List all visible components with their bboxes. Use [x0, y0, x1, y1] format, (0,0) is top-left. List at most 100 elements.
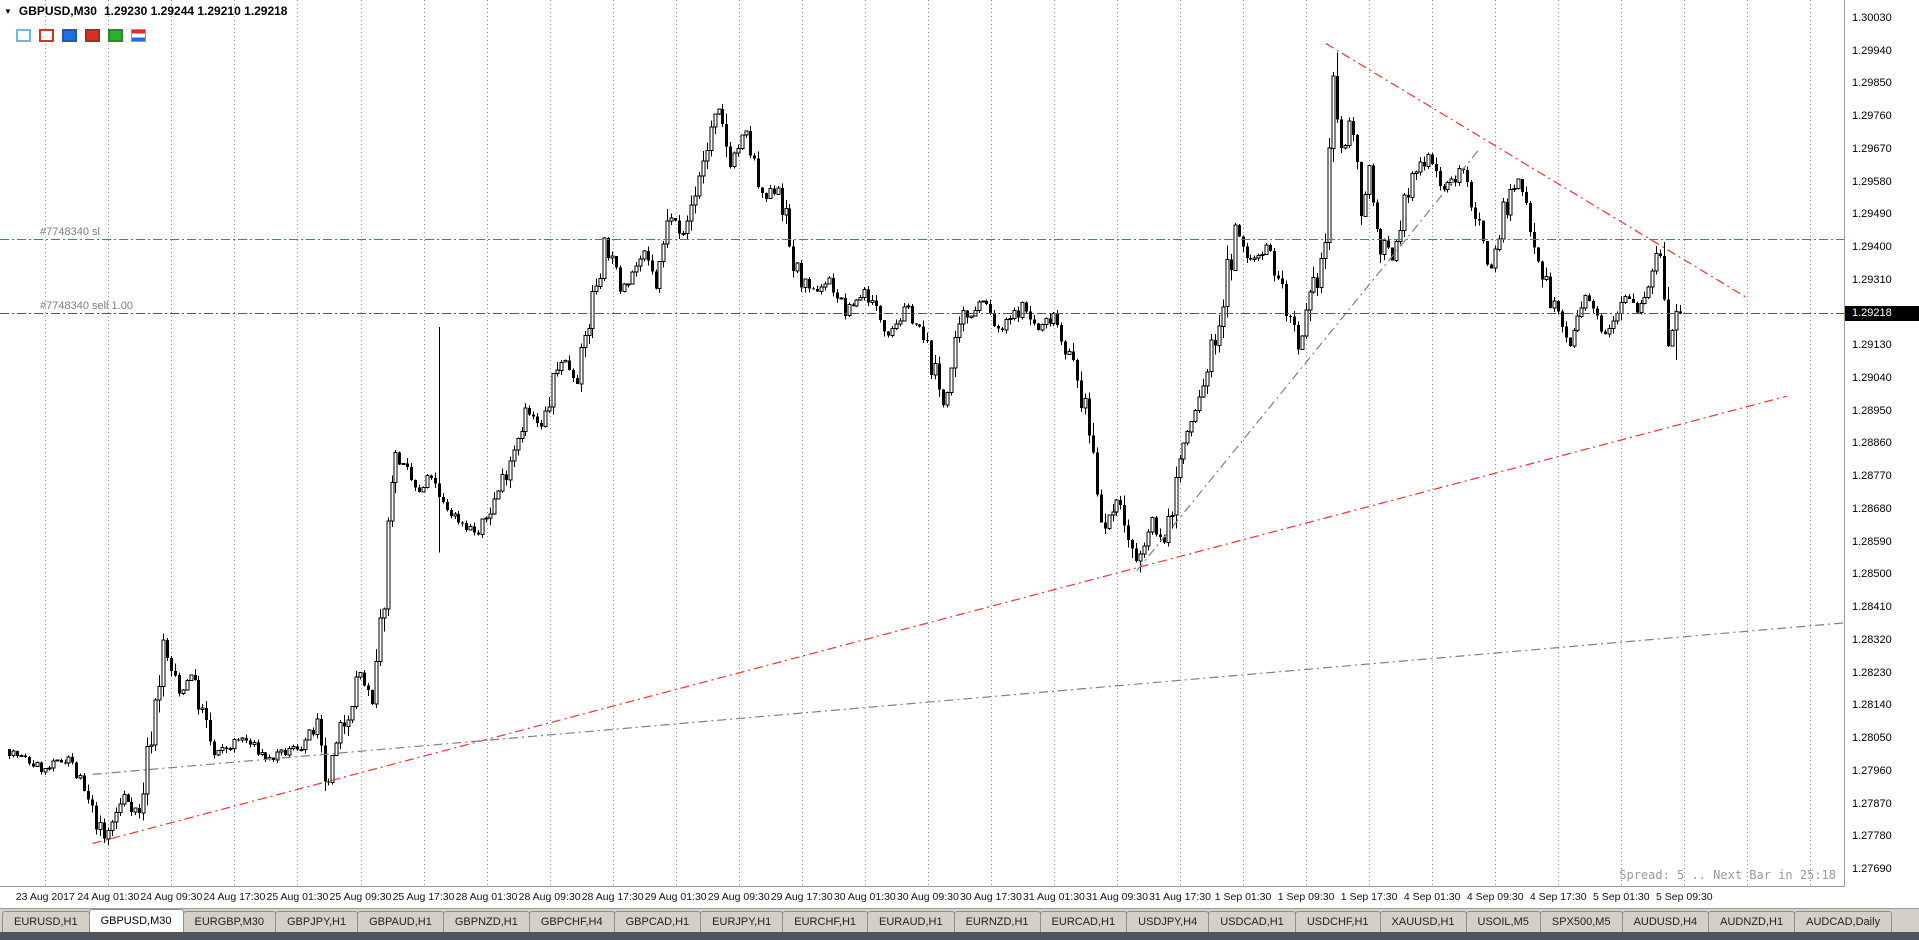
tab-gbpusd-m30[interactable]: GBPUSD,M30 — [88, 909, 184, 932]
price-axis-label: 1.29130 — [1852, 339, 1892, 352]
tab-usdchf-h1[interactable]: USDCHF,H1 — [1294, 911, 1381, 932]
price-axis-label: 1.29040 — [1852, 372, 1892, 385]
price-axis-label: 1.28680 — [1852, 502, 1892, 515]
tab-gbpnzd-h1[interactable]: GBPNZD,H1 — [442, 911, 530, 932]
price-axis-label: 1.28500 — [1852, 568, 1892, 581]
price-axis-label: 1.29850 — [1852, 77, 1892, 90]
time-axis-label: 1 Sep 01:30 — [1214, 891, 1272, 903]
time-axis-label: 31 Aug 17:30 — [1149, 891, 1211, 903]
swatch-white-blue-outline-icon[interactable] — [16, 29, 31, 42]
tab-gbpaud-h1[interactable]: GBPAUD,H1 — [357, 911, 444, 932]
price-axis-label: 1.28320 — [1852, 633, 1892, 646]
time-axis-label: 30 Aug 01:30 — [833, 891, 896, 903]
price-axis-label: 1.29580 — [1852, 175, 1892, 188]
spread-countdown-text: Spread: 5 .. Next Bar in 25:18 — [1619, 868, 1836, 882]
price-axis-label: 1.28950 — [1852, 404, 1892, 417]
tab-euraud-h1[interactable]: EURAUD,H1 — [867, 911, 955, 932]
swatch-blue-icon[interactable] — [62, 29, 77, 42]
grid-lines — [45, 0, 1811, 886]
rising-wedge-trendline[interactable] — [1136, 148, 1480, 572]
tab-xauusd-h1[interactable]: XAUUSD,H1 — [1379, 911, 1467, 932]
time-axis-label: 4 Sep 17:30 — [1529, 891, 1587, 903]
time-axis-label: 30 Aug 17:30 — [959, 891, 1022, 903]
descending-resistance-trendline[interactable] — [1325, 42, 1748, 299]
sell-position-label[interactable]: #7748340 sell 1.00 — [40, 299, 133, 312]
ohlc-values: 1.29230 1.29244 1.29210 1.29218 — [103, 4, 288, 18]
chart-toolbar — [16, 29, 146, 42]
price-axis-label: 1.28410 — [1852, 601, 1892, 614]
tab-gbpcad-h1[interactable]: GBPCAD,H1 — [613, 911, 702, 932]
price-axis[interactable]: 1.29218 1.30030 1.29940 1.29850 1.29760 1.29… — [1845, 0, 1919, 887]
tab-eurcad-h1[interactable]: EURCAD,H1 — [1039, 911, 1128, 932]
tab-gbpchf-h4[interactable]: GBPCHF,H4 — [528, 911, 615, 932]
swatch-white-red-outline-icon[interactable] — [39, 29, 54, 42]
price-axis-label: 1.29310 — [1852, 273, 1892, 286]
price-axis-label: 1.29400 — [1852, 241, 1892, 254]
price-axis-label: 1.27780 — [1852, 830, 1892, 843]
tab-usdcad-h1[interactable]: USDCAD,H1 — [1208, 911, 1296, 932]
time-axis-label: 24 Aug 09:30 — [140, 891, 203, 903]
swatch-red-icon[interactable] — [85, 29, 100, 42]
tab-eurgbp-m30[interactable]: EURGBP,M30 — [182, 911, 276, 932]
time-axis-label: 25 Aug 17:30 — [392, 891, 455, 903]
stop-loss-label[interactable]: #7748340 sl — [40, 225, 100, 238]
price-axis-label: 1.28050 — [1852, 732, 1892, 745]
time-axis-label: 31 Aug 01:30 — [1022, 891, 1085, 903]
price-axis-label: 1.30030 — [1852, 12, 1892, 24]
price-axis-label: 1.28590 — [1852, 535, 1892, 548]
tab-eurnzd-h1[interactable]: EURNZD,H1 — [953, 911, 1041, 932]
tab-audusd-h4[interactable]: AUDUSD,H4 — [1621, 911, 1710, 932]
tab-eurchf-h1[interactable]: EURCHF,H1 — [782, 911, 869, 932]
tab-eurjpy-h1[interactable]: EURJPY,H1 — [700, 911, 784, 932]
time-axis-label: 31 Aug 09:30 — [1086, 891, 1148, 903]
chart-tab-bar: EURUSD,H1 GBPUSD,M30 EURGBP,M30 GBPJPY,H1 GB… — [0, 908, 1919, 932]
tab-eurusd-h1[interactable]: EURUSD,H1 — [2, 911, 90, 932]
chart-plot-area[interactable]: ▼ GBPUSD,M30 1.29230 1.29244 1.29210 1.2… — [0, 0, 1845, 887]
price-axis-label: 1.27960 — [1852, 764, 1892, 777]
time-axis-label: 5 Sep 01:30 — [1592, 891, 1650, 903]
ascending-support-trendline[interactable] — [92, 395, 1787, 845]
price-axis-label: 1.28230 — [1852, 666, 1892, 679]
tab-audnzd-h1[interactable]: AUDNZD,H1 — [1708, 911, 1796, 932]
time-axis-label: 29 Aug 01:30 — [644, 891, 707, 903]
price-axis-label: 1.28770 — [1852, 470, 1892, 483]
time-axis-label: 4 Sep 01:30 — [1403, 891, 1461, 903]
time-axis-label: 28 Aug 09:30 — [518, 891, 581, 903]
price-axis-label: 1.27690 — [1852, 862, 1892, 875]
time-axis-label: 25 Aug 09:30 — [329, 891, 392, 903]
taskbar-strip — [0, 932, 1919, 940]
time-axis-label: 28 Aug 01:30 — [455, 891, 518, 903]
tab-audcad-daily[interactable]: AUDCAD,Daily — [1794, 911, 1893, 932]
time-axis-label: 28 Aug 17:30 — [581, 891, 644, 903]
tab-usdjpy-h4[interactable]: USDJPY,H4 — [1126, 911, 1210, 932]
time-axis-label: 30 Aug 09:30 — [896, 891, 959, 903]
chart-symbol-header: ▼ GBPUSD,M30 1.29230 1.29244 1.29210 1.2… — [4, 4, 287, 18]
time-axis-label: 1 Sep 17:30 — [1340, 891, 1398, 903]
price-axis-label: 1.29760 — [1852, 110, 1892, 123]
tab-usoil-m5[interactable]: USOIL,M5 — [1465, 911, 1541, 932]
time-axis-label: 24 Aug 01:30 — [77, 891, 140, 903]
time-axis-label: 1 Sep 09:30 — [1277, 891, 1335, 903]
price-axis-label: 1.29490 — [1852, 208, 1892, 221]
time-axis-label: 24 Aug 17:30 — [203, 891, 266, 903]
time-axis-label: 4 Sep 09:30 — [1466, 891, 1524, 903]
time-axis-label: 29 Aug 17:30 — [770, 891, 833, 903]
long-term-channel-trendline[interactable] — [92, 622, 1844, 775]
symbol-timeframe-label: GBPUSD,M30 — [18, 4, 97, 18]
tab-spx500-m5[interactable]: SPX500,M5 — [1539, 911, 1623, 932]
candlestick-chart — [0, 0, 1844, 886]
price-axis-label: 1.27870 — [1852, 797, 1892, 810]
price-axis-label: 1.29670 — [1852, 142, 1892, 155]
swatch-flag-icon[interactable] — [131, 29, 146, 42]
chart-dropdown-icon[interactable]: ▼ — [4, 6, 12, 16]
price-axis-label: 1.29940 — [1852, 44, 1892, 57]
price-axis-label: 1.28860 — [1852, 437, 1892, 450]
current-price-badge: 1.29218 — [1845, 305, 1919, 321]
swatch-green-icon[interactable] — [108, 29, 123, 42]
time-axis[interactable]: 23 Aug 2017 24 Aug 01:30 24 Aug 09:30 24 Au… — [0, 887, 1919, 908]
time-axis-label: 5 Sep 09:30 — [1656, 891, 1713, 903]
tab-gbpjpy-h1[interactable]: GBPJPY,H1 — [275, 911, 359, 932]
price-axis-label: 1.28140 — [1852, 699, 1892, 712]
time-axis-label: 25 Aug 01:30 — [266, 891, 329, 903]
